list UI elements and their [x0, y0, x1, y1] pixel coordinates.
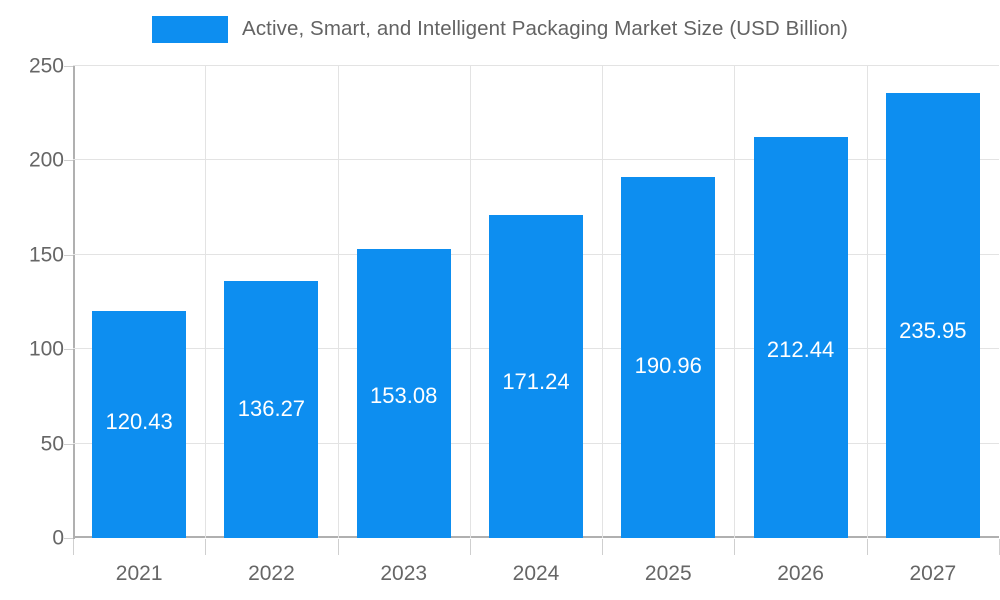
- y-axis-line: [73, 66, 75, 539]
- x-axis-tick-mark: [469, 539, 471, 555]
- legend-item-label: Active, Smart, and Intelligent Packaging…: [242, 17, 848, 40]
- category-separator: [469, 66, 471, 538]
- bar[interactable]: 190.96: [621, 177, 716, 538]
- y-axis-tick-label: 150: [28, 243, 64, 267]
- bar-value-label: 136.27: [237, 396, 306, 422]
- bars-layer: 120.43 136.27 153.08 171.24 190.96 212.44 235.…: [73, 66, 999, 538]
- bar[interactable]: 212.44: [753, 136, 848, 538]
- y-axis-tick-label: 100: [28, 337, 64, 361]
- x-axis-tick-label: 2027: [909, 562, 957, 585]
- legend-color-swatch-icon: [152, 15, 229, 43]
- bar-group: 235.95: [867, 66, 999, 538]
- bar[interactable]: 153.08: [356, 249, 451, 538]
- x-axis-tick-label: 2022: [248, 562, 295, 585]
- bar-group: 212.44: [734, 66, 866, 538]
- y-axis-tick-label: 250: [28, 54, 64, 78]
- bar-group: 190.96: [602, 66, 734, 538]
- bar-value-label: 212.44: [766, 336, 835, 362]
- category-separator: [205, 66, 207, 538]
- category-separator: [602, 66, 604, 538]
- x-axis-tick-mark: [73, 539, 74, 555]
- category-separator: [337, 66, 339, 538]
- bar-value-label: 235.95: [899, 318, 967, 344]
- x-axis-tick-label: 2024: [512, 562, 560, 585]
- bar[interactable]: 120.43: [92, 310, 187, 538]
- x-axis-tick-label: 2021: [115, 562, 163, 585]
- gridline: [73, 65, 999, 66]
- x-axis-tick-label: 2026: [777, 562, 824, 585]
- bar-value-label: 120.43: [105, 408, 173, 434]
- chart-legend: Active, Smart, and Intelligent Packaging…: [0, 0, 1000, 58]
- category-separator: [866, 66, 868, 538]
- plot-area: 120.43 136.27 153.08 171.24 190.96 212.44 235.…: [73, 65, 999, 538]
- x-axis-tick-mark: [337, 539, 339, 555]
- bar-value-label: 153.08: [370, 383, 438, 409]
- x-axis-tick-mark: [602, 539, 604, 555]
- bar[interactable]: 171.24: [489, 214, 583, 538]
- bar-group: 153.08: [338, 66, 470, 538]
- bar-group: 120.43: [73, 66, 205, 538]
- y-axis-tick-mark: [64, 66, 73, 67]
- y-axis-ticks: 0 50 100 150 200 250: [0, 56, 73, 549]
- y-axis-tick-mark: [64, 443, 73, 445]
- bar-value-label: 190.96: [634, 353, 702, 379]
- bar[interactable]: 136.27: [224, 280, 319, 538]
- category-separator: [734, 66, 736, 538]
- y-axis-tick-label: 200: [28, 148, 64, 172]
- x-axis-tick-label: 2025: [644, 562, 692, 585]
- x-axis-labels: 2021 2022 2023 2024 2025 2026 2027: [73, 563, 999, 595]
- legend-item-market-size[interactable]: Active, Smart, and Intelligent Packaging…: [152, 15, 848, 43]
- x-axis-tick-mark: [205, 539, 207, 555]
- y-axis-tick-label: 50: [40, 432, 64, 456]
- x-axis-tick-mark: [866, 539, 868, 555]
- y-axis-tick-mark: [64, 254, 73, 256]
- bar-group: 136.27: [205, 66, 337, 538]
- x-axis-tick-mark: [734, 539, 736, 555]
- x-axis-tick-label: 2023: [380, 562, 428, 585]
- gridline: [73, 159, 999, 161]
- y-axis-tick-mark: [64, 538, 73, 539]
- y-axis-tick-mark: [64, 349, 73, 351]
- bar[interactable]: 235.95: [885, 92, 980, 538]
- bar-value-label: 171.24: [502, 368, 570, 394]
- bar-group: 171.24: [470, 66, 602, 538]
- y-axis-tick-label: 0: [52, 526, 64, 550]
- y-axis-tick-mark: [64, 160, 73, 162]
